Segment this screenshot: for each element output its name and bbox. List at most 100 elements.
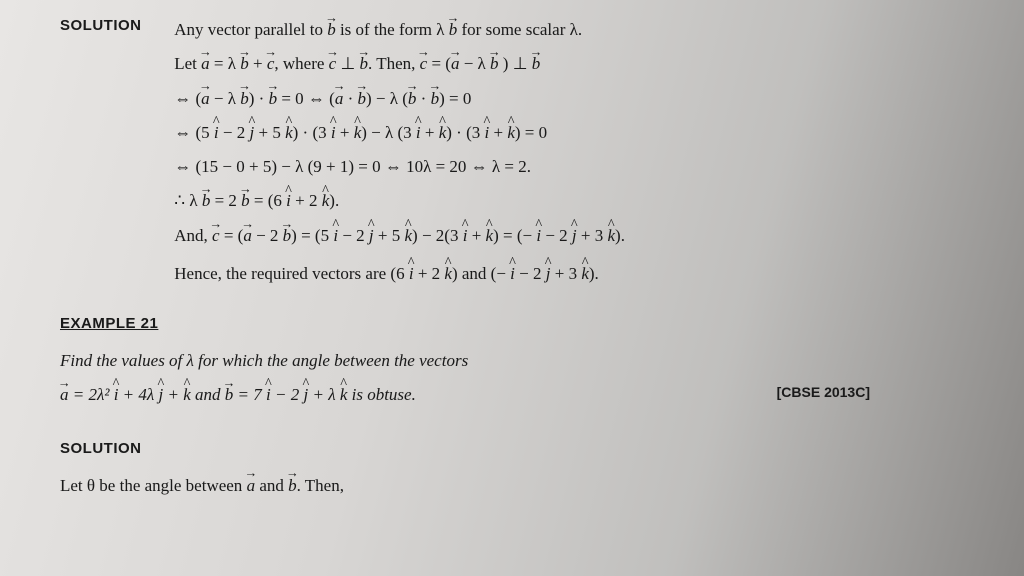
hat-j: j	[303, 379, 308, 411]
hat-i: i	[536, 220, 541, 252]
t: ⊥	[336, 54, 359, 73]
hat-j: j	[546, 258, 551, 290]
vec-b: b	[225, 379, 234, 411]
t: +	[489, 123, 507, 142]
t: . Then,	[368, 54, 420, 73]
t: + 2	[414, 264, 445, 283]
vec-b: b	[269, 83, 278, 115]
solution-label: SOLUTION	[60, 12, 170, 41]
ex21-line-2: a = 2λ² i + 4λ j + k and b = 7 i − 2 j +…	[60, 379, 870, 411]
t: Any vector parallel to	[174, 20, 327, 39]
hat-i: i	[333, 220, 338, 252]
sol-line-3: ⇔ (5 i − 2 j + 5 k) · (3 i + k) − λ (3 i…	[174, 117, 984, 149]
hat-i: i	[416, 117, 421, 149]
t: − 2	[515, 264, 546, 283]
t: , where	[274, 54, 328, 73]
vec-a: a	[451, 48, 460, 80]
vec-c: c	[212, 220, 220, 252]
t: ⇔ (5	[174, 123, 214, 142]
sol-line-6: And, c = (a − 2 b) = (5 i − 2 j + 5 k) −…	[174, 220, 984, 252]
t: − 2	[338, 226, 369, 245]
hat-i: i	[266, 379, 271, 411]
t: + 2	[291, 191, 322, 210]
solution-row-1: SOLUTION Any vector parallel to b is of …	[60, 12, 984, 292]
vec-a: a	[247, 470, 256, 502]
t: . Then,	[297, 476, 344, 495]
t: And,	[174, 226, 212, 245]
sol-line-4: ⇔ (15 − 0 + 5) − λ (9 + 1) = 0 ⇔ 10λ = 2…	[174, 151, 984, 183]
t: ).	[589, 264, 599, 283]
hat-k: k	[340, 379, 348, 411]
t: ) = 0	[439, 89, 471, 108]
t: +	[336, 123, 354, 142]
t: = (	[220, 226, 244, 245]
sol-line-0: Any vector parallel to b is of the form …	[174, 14, 984, 46]
t: ⇔ (	[174, 89, 201, 108]
t: ) · (3	[293, 123, 331, 142]
t: Let θ be the angle between	[60, 476, 247, 495]
t: ) − λ (	[366, 89, 408, 108]
t: and	[191, 385, 225, 404]
page-body: SOLUTION Any vector parallel to b is of …	[60, 12, 984, 504]
hat-i: i	[114, 379, 119, 411]
hat-k: k	[354, 117, 362, 149]
t: + 5	[254, 123, 285, 142]
t: +	[421, 123, 439, 142]
hat-i: i	[510, 258, 515, 290]
vec-a: a	[243, 220, 252, 252]
t: = (6	[250, 191, 287, 210]
hat-i: i	[463, 220, 468, 252]
hat-k: k	[486, 220, 494, 252]
t: for some scalar λ.	[457, 20, 582, 39]
solution-row-2: SOLUTION Let θ be the angle between a an…	[60, 435, 984, 504]
vec-b: b	[532, 48, 541, 80]
t: ) − 2(3	[412, 226, 463, 245]
vec-b: b	[431, 83, 440, 115]
hat-k: k	[439, 117, 447, 149]
t: Hence, the required vectors are (6	[174, 264, 409, 283]
example-21-row: EXAMPLE 21 Find the values of λ for whic…	[60, 310, 984, 413]
t: ).	[329, 191, 339, 210]
solution-content: Any vector parallel to b is of the form …	[174, 12, 984, 292]
t: + λ	[308, 385, 340, 404]
solution-label-2: SOLUTION	[60, 435, 170, 464]
t: ) − λ (3	[361, 123, 416, 142]
t: + 4λ	[118, 385, 158, 404]
hat-j: j	[159, 379, 164, 411]
solution-2-content: Let θ be the angle between a and b. Then…	[60, 468, 870, 504]
sol-line-1: Let a = λ b + c, where c ⊥ b. Then, c = …	[174, 48, 984, 80]
t: ) = (−	[493, 226, 536, 245]
t: + 3	[577, 226, 608, 245]
vec-a: a	[201, 83, 210, 115]
hat-i: i	[214, 117, 219, 149]
hat-k: k	[507, 117, 515, 149]
example-21-content: Find the values of λ for which the angle…	[60, 343, 870, 414]
t: = 0 ⇔ (	[277, 89, 335, 108]
hat-j: j	[572, 220, 577, 252]
hat-k: k	[608, 220, 616, 252]
t: ) = 0	[515, 123, 547, 142]
hat-i: i	[409, 258, 414, 290]
t: Let	[174, 54, 201, 73]
t: and	[255, 476, 288, 495]
t: is of the form λ	[336, 20, 449, 39]
hat-j: j	[369, 220, 374, 252]
t: − 2	[541, 226, 572, 245]
hat-k: k	[405, 220, 413, 252]
vec-b: b	[288, 470, 297, 502]
sol-line-5: ∴ λ b = 2 b = (6 i + 2 k).	[174, 185, 984, 217]
hat-j: j	[250, 117, 255, 149]
t: − 2	[271, 385, 304, 404]
t: ∴ λ	[174, 191, 202, 210]
hat-k: k	[285, 117, 293, 149]
t: + 3	[550, 264, 581, 283]
t: Find the values of λ for which the angle…	[60, 351, 468, 370]
t: = 2	[210, 191, 241, 210]
sol-line-7: Hence, the required vectors are (6 i + 2…	[174, 258, 984, 290]
t: +	[467, 226, 485, 245]
t: ) · (3	[446, 123, 484, 142]
t: ) and (−	[452, 264, 510, 283]
t: − λ	[210, 89, 241, 108]
t: ) ⊥	[499, 54, 532, 73]
vec-b: b	[283, 220, 292, 252]
